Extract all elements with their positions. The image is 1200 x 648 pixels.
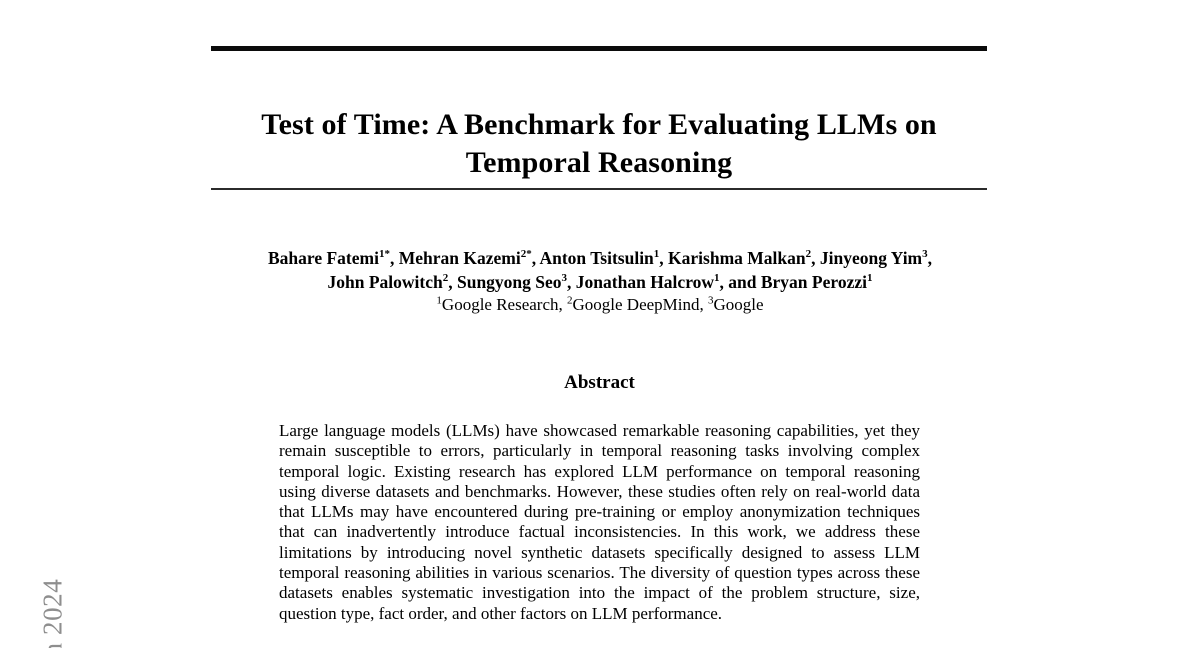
header-rule-thin [211,188,987,190]
author-list: Bahare Fatemi1*, Mehran Kazemi2*, Anton … [190,246,1010,294]
author-line-1: Bahare Fatemi1*, Mehran Kazemi2*, Anton … [267,248,933,268]
abstract-body: Large language models (LLMs) have showca… [279,421,920,624]
affiliation-list: 1Google Research, 2Google DeepMind, 3Goo… [436,294,764,314]
abstract-paragraph: Large language models (LLMs) have showca… [279,421,920,623]
page-title-line-1: Test of Time: A Benchmark for Evaluating… [261,108,937,142]
abstract-heading: Abstract [564,372,635,393]
page-title: Test of Time: A Benchmark for Evaluating… [211,106,987,182]
page-title-line-2: Temporal Reasoning [465,146,733,180]
author-line-2: John Palowitch2, Sungyong Seo3, Jonathan… [327,272,873,292]
header-rule-thick [211,46,987,51]
